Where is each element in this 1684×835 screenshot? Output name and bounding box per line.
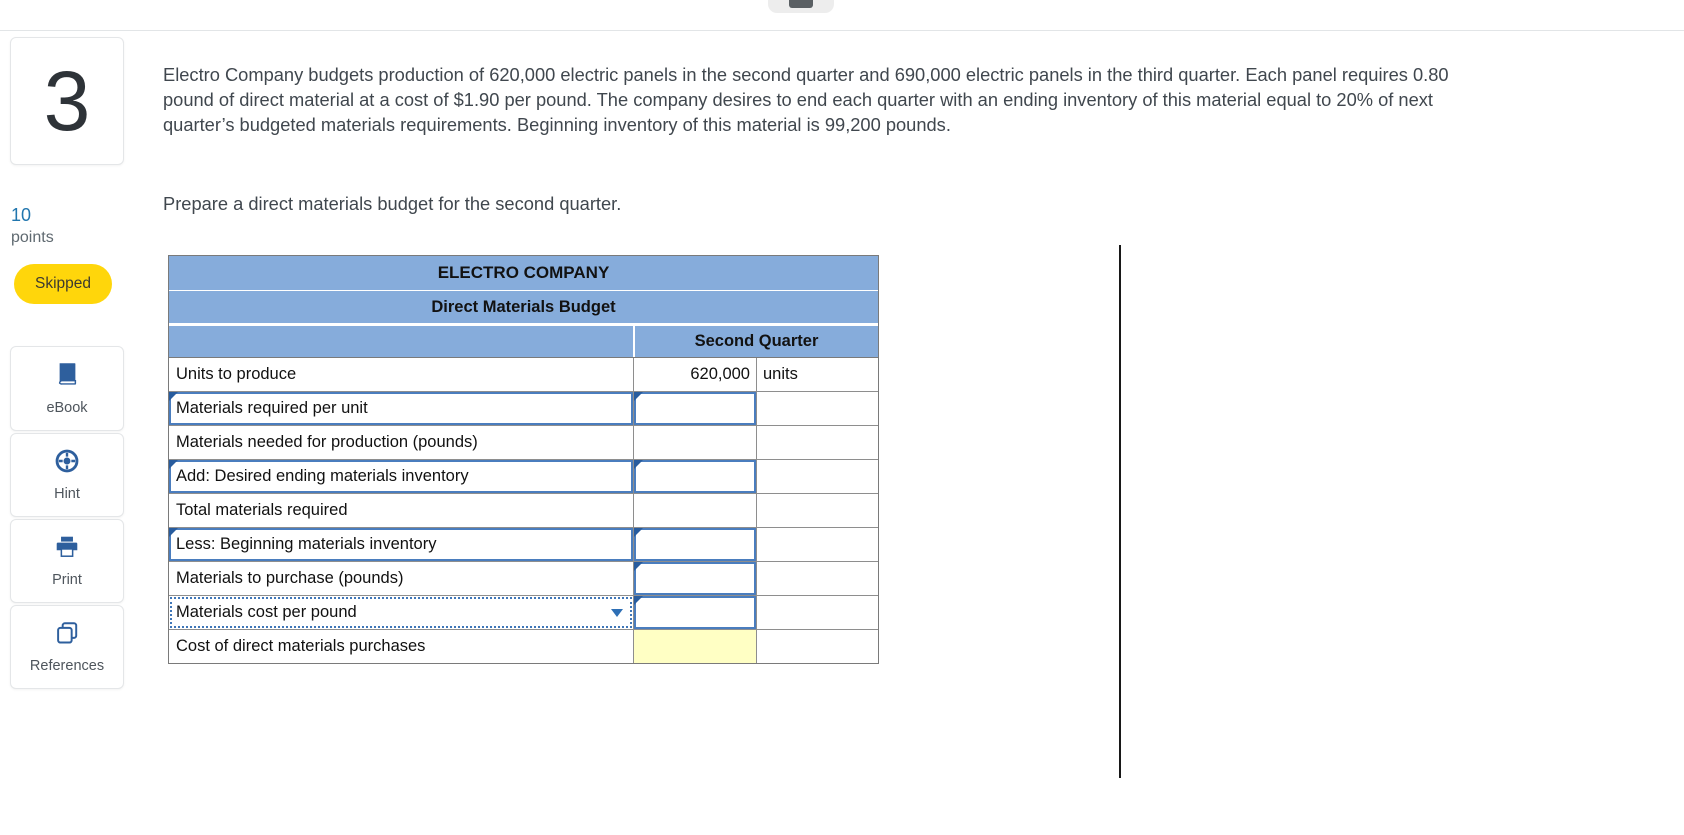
unit-cell: units xyxy=(756,358,878,391)
unit-cell xyxy=(756,630,878,663)
value-cell: 620,000 xyxy=(633,358,756,391)
table-row: Materials needed for production (pounds) xyxy=(169,425,878,459)
value-input-field[interactable] xyxy=(633,392,756,425)
label-answer-field[interactable]: Materials required per unit xyxy=(169,392,633,425)
topbar-divider xyxy=(0,30,1684,31)
unit-cell xyxy=(756,494,878,527)
unit-cell xyxy=(756,528,878,561)
table-subtitle: Direct Materials Budget xyxy=(169,290,878,323)
table-row: Cost of direct materials purchases xyxy=(169,629,878,663)
table-row: Materials to purchase (pounds) xyxy=(169,561,878,595)
column-header-second-quarter: Second Quarter xyxy=(635,326,878,357)
problem-statement: Electro Company budgets production of 62… xyxy=(163,64,1449,136)
table-row: Total materials required xyxy=(169,493,878,527)
label-answer-field[interactable]: Less: Beginning materials inventory xyxy=(169,528,633,561)
row-label: Total materials required xyxy=(169,494,633,527)
collapsed-toolbar-button[interactable] xyxy=(768,0,834,13)
empty-header-cell xyxy=(169,326,633,357)
header-separator xyxy=(633,326,635,357)
row-label: Materials to purchase (pounds) xyxy=(169,562,633,595)
unit-cell xyxy=(756,460,878,493)
value-input-field[interactable] xyxy=(633,528,756,561)
printer-icon xyxy=(54,534,80,565)
problem-instruction: Prepare a direct materials budget for th… xyxy=(163,193,622,214)
value-input-field[interactable] xyxy=(633,596,756,629)
unit-cell xyxy=(756,426,878,459)
table-row: Add: Desired ending materials inventory xyxy=(169,459,878,493)
table-row: Units to produce 620,000 units xyxy=(169,357,878,391)
book-icon xyxy=(54,361,81,393)
value-cell xyxy=(633,494,756,527)
value-cell xyxy=(633,426,756,459)
copy-icon xyxy=(54,620,80,651)
dropdown-label-text: Materials cost per pound xyxy=(176,603,357,621)
direct-materials-budget-table: ELECTRO COMPANY Direct Materials Budget … xyxy=(168,255,879,664)
value-input-field[interactable] xyxy=(633,460,756,493)
print-label: Print xyxy=(52,572,82,588)
label-answer-field[interactable]: Add: Desired ending materials inventory xyxy=(169,460,633,493)
life-ring-icon xyxy=(54,448,80,479)
status-badge: Skipped xyxy=(14,264,113,304)
unit-cell xyxy=(756,596,878,629)
references-button[interactable]: References xyxy=(10,605,124,689)
table-title: ELECTRO COMPANY xyxy=(169,256,878,290)
panel-divider xyxy=(1119,245,1121,778)
highlighted-value-cell[interactable] xyxy=(633,630,756,663)
table-row: Less: Beginning materials inventory xyxy=(169,527,878,561)
hint-button[interactable]: Hint xyxy=(10,433,124,517)
ebook-button[interactable]: eBook xyxy=(10,346,124,431)
hint-label: Hint xyxy=(54,486,80,502)
question-number-card: 3 xyxy=(10,37,124,165)
row-label: Units to produce xyxy=(169,358,633,391)
value-input-field[interactable] xyxy=(633,562,756,595)
unit-cell xyxy=(756,562,878,595)
toolbar-handle-icon xyxy=(789,0,813,8)
table-row: Materials cost per pound xyxy=(169,595,878,629)
label-dropdown-field[interactable]: Materials cost per pound xyxy=(169,596,633,629)
question-number: 3 xyxy=(43,54,91,148)
row-label: Materials needed for production (pounds) xyxy=(169,426,633,459)
caret-down-icon[interactable] xyxy=(611,608,623,617)
ebook-label: eBook xyxy=(46,400,88,416)
table-gap xyxy=(169,323,878,326)
unit-cell xyxy=(756,392,878,425)
table-row: Materials required per unit xyxy=(169,391,878,425)
table-column-header-row: Second Quarter xyxy=(169,326,878,357)
points-value: 10 xyxy=(11,205,32,225)
points-label: points xyxy=(11,229,54,246)
print-button[interactable]: Print xyxy=(10,519,124,603)
row-label: Cost of direct materials purchases xyxy=(169,630,633,663)
references-label: References xyxy=(29,658,105,674)
